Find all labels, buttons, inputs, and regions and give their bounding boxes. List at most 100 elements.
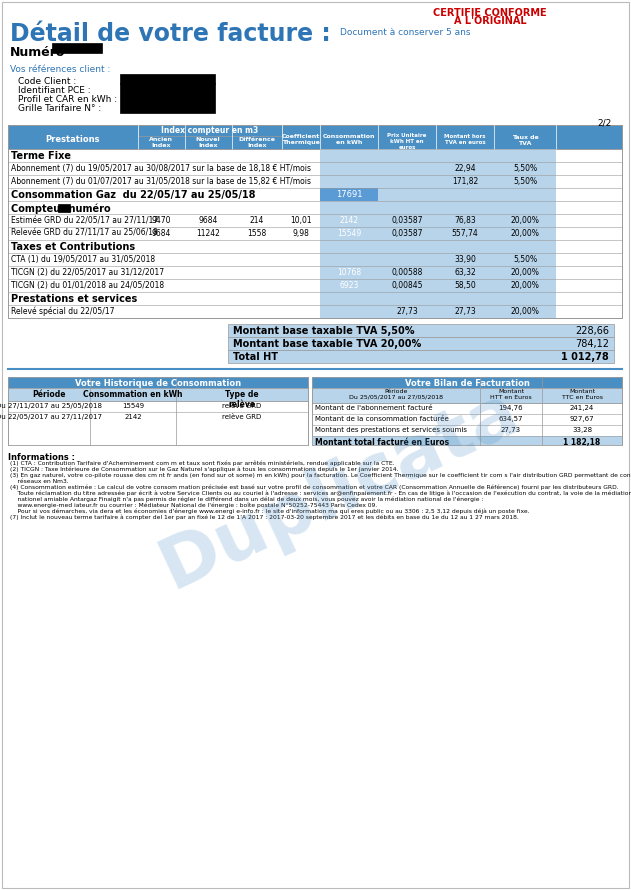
Bar — [8, 125, 622, 149]
Bar — [320, 305, 556, 318]
Bar — [312, 377, 622, 445]
Text: Relevée GRD du 27/11/17 au 25/06/18: Relevée GRD du 27/11/17 au 25/06/18 — [11, 229, 158, 238]
Text: 11242: 11242 — [196, 229, 220, 238]
Text: (4) Consommation estimée : Le calcul de votre consom mation précisée est basé su: (4) Consommation estimée : Le calcul de … — [10, 485, 618, 490]
Text: 0,00845: 0,00845 — [391, 281, 423, 290]
Text: 20,00%: 20,00% — [510, 216, 540, 225]
Bar — [312, 436, 622, 445]
Bar — [312, 377, 622, 388]
Text: Consommation Gaz  du 22/05/17 au 25/05/18: Consommation Gaz du 22/05/17 au 25/05/18 — [11, 190, 256, 200]
Text: Vos références client :: Vos références client : — [10, 65, 110, 74]
Bar — [320, 149, 556, 162]
Bar — [228, 350, 614, 363]
Text: Coefficient
Thermique: Coefficient Thermique — [282, 134, 320, 145]
Text: (3) En gaz naturel, votre co-pilote rousse des cm nt fr ands (en fond sur ot som: (3) En gaz naturel, votre co-pilote rous… — [10, 473, 631, 479]
Text: Ancien
Index: Ancien Index — [149, 137, 173, 148]
Text: A L'ORIGINAL: A L'ORIGINAL — [454, 16, 526, 26]
Text: Total HT: Total HT — [233, 352, 278, 362]
Text: Montant hors
TVA en euros: Montant hors TVA en euros — [444, 134, 486, 145]
Bar — [320, 188, 378, 201]
Text: Montant total facturé en Euros: Montant total facturé en Euros — [315, 438, 449, 447]
Text: 0,03587: 0,03587 — [391, 229, 423, 238]
Text: 76,83: 76,83 — [454, 216, 476, 225]
Bar — [320, 266, 556, 279]
Text: 58,50: 58,50 — [454, 281, 476, 290]
Text: 20,00%: 20,00% — [510, 229, 540, 238]
Text: (1) CTA : Contribution Tarifaire d'Acheminement com m et taux sont fixés par arr: (1) CTA : Contribution Tarifaire d'Achem… — [10, 461, 394, 466]
Text: 63,32: 63,32 — [454, 268, 476, 277]
Text: Détail de votre facture :: Détail de votre facture : — [10, 22, 331, 46]
Text: Prestations et services: Prestations et services — [11, 294, 138, 304]
Bar — [320, 227, 556, 240]
Text: nationel amiable Antargaz Finaigit n'a pas permis de régler le différend dans un: nationel amiable Antargaz Finaigit n'a p… — [10, 497, 483, 503]
Text: 2142: 2142 — [339, 216, 358, 225]
Text: 20,00%: 20,00% — [510, 307, 540, 316]
Text: Montant base taxable TVA 20,00%: Montant base taxable TVA 20,00% — [233, 339, 422, 349]
Text: Du 27/11/2017 au 25/05/2018: Du 27/11/2017 au 25/05/2018 — [0, 403, 102, 409]
Text: Votre Bilan de Facturation: Votre Bilan de Facturation — [404, 378, 529, 387]
Text: 1 012,78: 1 012,78 — [561, 352, 609, 362]
Bar — [320, 201, 556, 214]
Text: Montant de l'abonnement facturé: Montant de l'abonnement facturé — [315, 405, 432, 411]
Bar — [52, 43, 102, 53]
Text: Toute réclamation du titre adressée par écrit à votre Service Clients ou au cour: Toute réclamation du titre adressée par … — [10, 491, 631, 497]
Bar — [320, 292, 556, 305]
Text: Grille Tarifaire N° :: Grille Tarifaire N° : — [18, 104, 101, 113]
Text: 0,00588: 0,00588 — [391, 268, 423, 277]
Bar — [138, 125, 282, 136]
Text: 6923: 6923 — [339, 281, 358, 290]
Text: 1 182,18: 1 182,18 — [563, 438, 601, 447]
Text: 0,03587: 0,03587 — [391, 216, 423, 225]
Text: Montant de la consommation facturée: Montant de la consommation facturée — [315, 416, 449, 422]
Text: Consommation
en kWh: Consommation en kWh — [322, 134, 375, 145]
Text: Identifiant PCE :: Identifiant PCE : — [18, 86, 91, 95]
Text: TICGN (2) du 22/05/2017 au 31/12/2017: TICGN (2) du 22/05/2017 au 31/12/2017 — [11, 268, 164, 277]
Bar — [320, 279, 556, 292]
Bar — [8, 377, 308, 388]
Text: 557,74: 557,74 — [452, 229, 478, 238]
Text: Document à conserver 5 ans: Document à conserver 5 ans — [340, 28, 471, 37]
Text: 17691: 17691 — [336, 190, 362, 199]
Text: 15549: 15549 — [122, 403, 144, 409]
Text: (7) Inclut le nouveau terme tarifaire à compter del 1er par an fixé le 12 de 1'A: (7) Inclut le nouveau terme tarifaire à … — [10, 515, 519, 521]
Bar — [120, 83, 215, 113]
Text: 1558: 1558 — [247, 229, 267, 238]
Text: 22,94: 22,94 — [454, 164, 476, 173]
Text: Profil et CAR en kWh :: Profil et CAR en kWh : — [18, 95, 117, 104]
Bar — [312, 388, 622, 403]
Text: Compteur numéro: Compteur numéro — [11, 203, 110, 214]
Text: Montant
HTT en Euros: Montant HTT en Euros — [490, 389, 532, 400]
Text: 33,28: 33,28 — [572, 427, 592, 433]
Text: Code Client :: Code Client : — [18, 77, 76, 86]
Text: 5,50%: 5,50% — [513, 177, 537, 186]
Text: Montant base taxable TVA 5,50%: Montant base taxable TVA 5,50% — [233, 326, 415, 336]
Text: Terme Fixe: Terme Fixe — [11, 151, 71, 161]
Bar — [8, 125, 622, 318]
Text: Index compteur en m3: Index compteur en m3 — [162, 126, 259, 135]
Text: Taxes et Contributions: Taxes et Contributions — [11, 242, 135, 252]
Text: 27,73: 27,73 — [501, 427, 521, 433]
Text: Prix Unitaire
kWh HT en
euros: Prix Unitaire kWh HT en euros — [387, 133, 427, 150]
Text: Informations :: Informations : — [8, 453, 75, 462]
Text: Pour si vos démarches, via dera et les économies d'énergie www.energi e-info.fr : Pour si vos démarches, via dera et les é… — [10, 509, 529, 514]
Text: 241,24: 241,24 — [570, 405, 594, 411]
Bar — [320, 253, 556, 266]
Bar — [320, 214, 556, 227]
Text: 15549: 15549 — [337, 229, 361, 238]
Bar — [320, 175, 556, 188]
Text: Taux de
TVA: Taux de TVA — [512, 135, 538, 146]
Text: 10768: 10768 — [337, 268, 361, 277]
Text: (2) TICGN : Taxe Intérieure de Consommation sur le Gaz Naturel s'applique à tous: (2) TICGN : Taxe Intérieure de Consommat… — [10, 467, 399, 473]
Text: 9470: 9470 — [151, 216, 171, 225]
Text: CERTIFIE CONFORME: CERTIFIE CONFORME — [433, 8, 547, 18]
Text: Duplicata: Duplicata — [150, 376, 530, 603]
Bar — [320, 162, 556, 175]
Text: 927,67: 927,67 — [570, 416, 594, 422]
Text: 634,57: 634,57 — [498, 416, 523, 422]
Text: 27,73: 27,73 — [396, 307, 418, 316]
Text: 20,00%: 20,00% — [510, 268, 540, 277]
Bar — [8, 388, 308, 401]
Text: Relevé spécial du 22/05/17: Relevé spécial du 22/05/17 — [11, 307, 114, 317]
Text: relève GRD: relève GRD — [222, 403, 262, 409]
Text: Montant des prestations et services soumis: Montant des prestations et services soum… — [315, 427, 467, 433]
